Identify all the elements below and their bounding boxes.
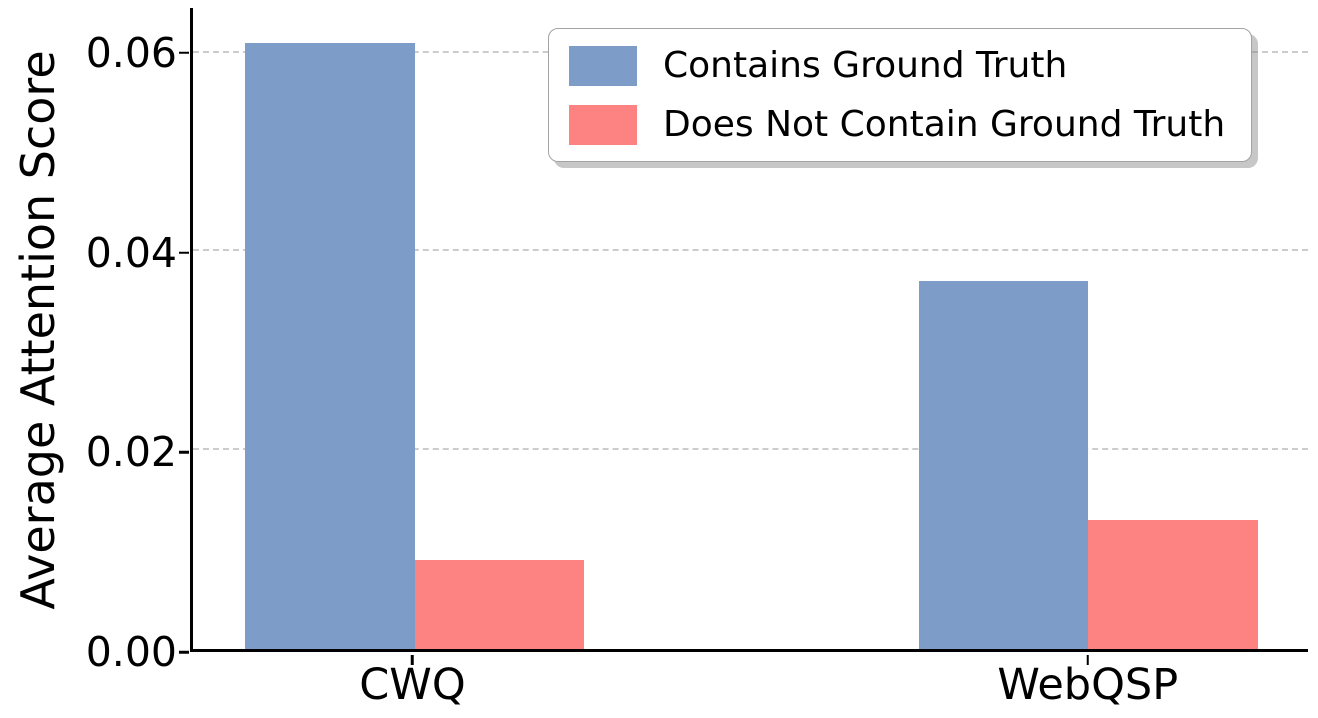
y-axis-label: Average Attention Score — [11, 50, 65, 610]
legend-label-contains: Contains Ground Truth — [663, 45, 1068, 86]
y-tick-label-0.02: 0.02 — [85, 428, 177, 477]
bar-webqsp-contains — [918, 281, 1089, 649]
legend-swatch-red — [569, 104, 637, 145]
gridline-0.02 — [193, 448, 1308, 451]
gridline-0.04 — [193, 249, 1308, 252]
legend-item-contains: Contains Ground Truth — [569, 45, 1225, 86]
y-tick-mark-0.04 — [179, 251, 189, 254]
y-tick-label-0.00: 0.00 — [85, 628, 177, 676]
bar-cwq-contains — [245, 42, 415, 649]
bar-webqsp-not-contains — [1088, 519, 1258, 649]
legend-swatch-blue — [569, 45, 637, 86]
y-tick-mark-0.02 — [179, 451, 189, 454]
bar-cwq-not-contains — [414, 559, 585, 649]
y-tick-mark-0.00 — [179, 650, 189, 654]
x-tick-label-webqsp: WebQSP — [997, 660, 1179, 710]
plot-area: Contains Ground Truth Does Not Contain G… — [190, 8, 1308, 652]
legend-item-not-contains: Does Not Contain Ground Truth — [569, 104, 1225, 145]
y-tick-label-0.06: 0.06 — [85, 28, 177, 77]
x-tick-label-cwq: CWQ — [359, 660, 466, 710]
x-tick-mark-cwq — [411, 655, 414, 665]
y-tick-label-0.04: 0.04 — [85, 228, 177, 277]
x-tick-mark-webqsp — [1086, 655, 1089, 665]
legend: Contains Ground Truth Does Not Contain G… — [548, 28, 1253, 162]
y-tick-mark-0.06 — [179, 51, 189, 55]
legend-label-not-contains: Does Not Contain Ground Truth — [663, 104, 1226, 145]
